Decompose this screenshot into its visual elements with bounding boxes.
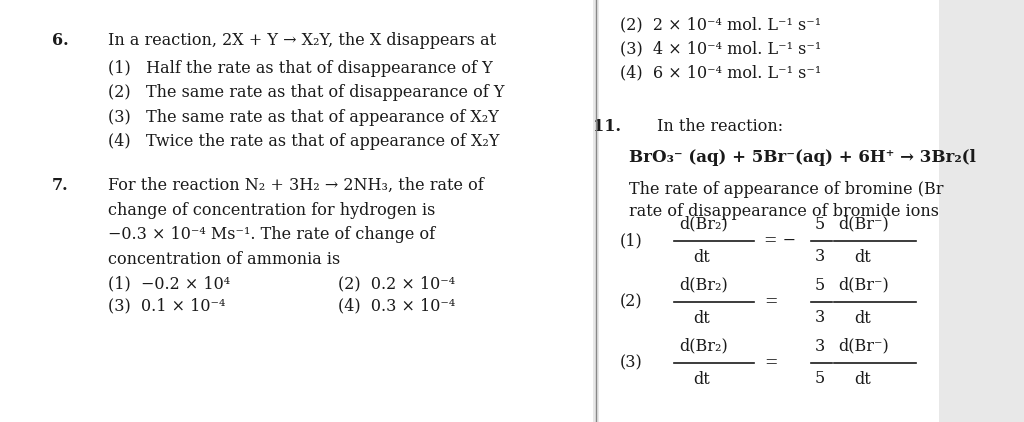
Text: (1): (1) (620, 232, 642, 249)
Text: d(Br₂): d(Br₂) (679, 338, 728, 354)
Text: d(Br⁻): d(Br⁻) (839, 215, 889, 232)
Text: concentration of ammonia is: concentration of ammonia is (108, 251, 340, 268)
Text: 5: 5 (815, 277, 825, 294)
Text: In the reaction:: In the reaction: (657, 118, 783, 135)
Text: rate of disappearance of bromide ions: rate of disappearance of bromide ions (629, 203, 939, 220)
Text: (4)  0.3 × 10⁻⁴: (4) 0.3 × 10⁻⁴ (338, 298, 456, 314)
Text: =: = (764, 354, 778, 371)
Text: (4)  6 × 10⁻⁴ mol. L⁻¹ s⁻¹: (4) 6 × 10⁻⁴ mol. L⁻¹ s⁻¹ (620, 64, 821, 81)
FancyBboxPatch shape (599, 0, 939, 422)
Text: change of concentration for hydrogen is: change of concentration for hydrogen is (108, 202, 435, 219)
Text: (1)   Half the rate as that of disappearance of Y: (1) Half the rate as that of disappearan… (108, 60, 493, 77)
Text: 5: 5 (815, 371, 825, 387)
Text: d(Br⁻): d(Br⁻) (839, 276, 889, 293)
Text: 3: 3 (815, 309, 825, 326)
Text: (1)  −0.2 × 10⁴: (1) −0.2 × 10⁴ (108, 275, 230, 292)
Text: (3)   The same rate as that of appearance of X₂Y: (3) The same rate as that of appearance … (108, 109, 499, 126)
FancyBboxPatch shape (0, 0, 594, 422)
Text: The rate of appearance of bromine (Br: The rate of appearance of bromine (Br (629, 181, 944, 197)
Text: 11.: 11. (594, 118, 622, 135)
Text: (2): (2) (620, 293, 642, 310)
Text: dt: dt (693, 249, 710, 266)
Text: 7.: 7. (51, 177, 69, 194)
Text: 6.: 6. (51, 32, 69, 49)
Text: (3)  0.1 × 10⁻⁴: (3) 0.1 × 10⁻⁴ (108, 298, 225, 314)
Text: 3: 3 (815, 338, 825, 355)
Text: dt: dt (693, 371, 710, 388)
Text: (3): (3) (620, 354, 642, 371)
Text: 3: 3 (815, 248, 825, 265)
Text: dt: dt (854, 371, 871, 388)
Text: (2)  2 × 10⁻⁴ mol. L⁻¹ s⁻¹: (2) 2 × 10⁻⁴ mol. L⁻¹ s⁻¹ (620, 16, 821, 33)
Text: (3)  4 × 10⁻⁴ mol. L⁻¹ s⁻¹: (3) 4 × 10⁻⁴ mol. L⁻¹ s⁻¹ (620, 40, 821, 57)
Text: dt: dt (693, 310, 710, 327)
Text: dt: dt (854, 310, 871, 327)
Text: (4)   Twice the rate as that of appearance of X₂Y: (4) Twice the rate as that of appearance… (108, 133, 500, 150)
Text: 5: 5 (815, 216, 825, 233)
Text: d(Br₂): d(Br₂) (679, 276, 728, 293)
Text: d(Br⁻): d(Br⁻) (839, 338, 889, 354)
Text: BrO₃⁻ (aq) + 5Br⁻(aq) + 6H⁺ → 3Br₂(l: BrO₃⁻ (aq) + 5Br⁻(aq) + 6H⁺ → 3Br₂(l (629, 149, 976, 165)
Text: d(Br₂): d(Br₂) (679, 215, 728, 232)
Text: dt: dt (854, 249, 871, 266)
Text: =: = (764, 293, 778, 310)
Text: −0.3 × 10⁻⁴ Ms⁻¹. The rate of change of: −0.3 × 10⁻⁴ Ms⁻¹. The rate of change of (108, 226, 435, 243)
Text: = −: = − (764, 232, 797, 249)
Text: For the reaction N₂ + 3H₂ → 2NH₃, the rate of: For the reaction N₂ + 3H₂ → 2NH₃, the ra… (108, 177, 483, 194)
Text: (2)  0.2 × 10⁻⁴: (2) 0.2 × 10⁻⁴ (338, 275, 456, 292)
Text: In a reaction, 2X + Y → X₂Y, the X disappears at: In a reaction, 2X + Y → X₂Y, the X disap… (108, 32, 496, 49)
Text: (2)   The same rate as that of disappearance of Y: (2) The same rate as that of disappearan… (108, 84, 505, 101)
